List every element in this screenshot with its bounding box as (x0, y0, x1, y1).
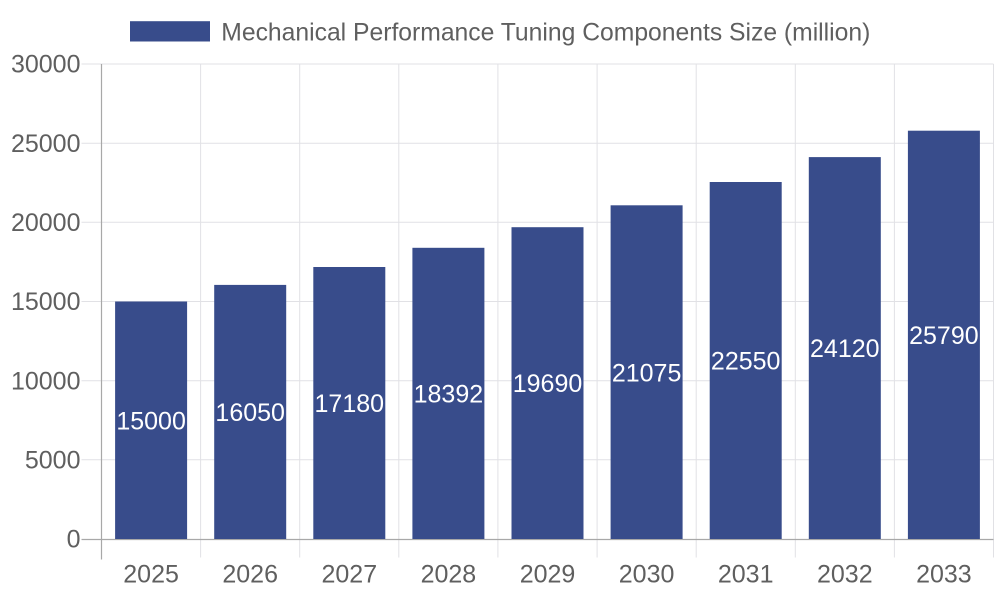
svg-text:2028: 2028 (421, 561, 477, 589)
svg-text:20000: 20000 (11, 209, 81, 237)
svg-text:2027: 2027 (321, 561, 377, 589)
svg-text:10000: 10000 (11, 367, 81, 395)
svg-text:24120: 24120 (810, 335, 880, 363)
svg-text:2032: 2032 (817, 561, 873, 589)
svg-text:16050: 16050 (215, 399, 285, 427)
svg-text:21075: 21075 (612, 359, 682, 387)
svg-text:5000: 5000 (25, 446, 81, 474)
svg-text:15000: 15000 (116, 407, 186, 435)
svg-text:2026: 2026 (222, 561, 278, 589)
svg-text:25790: 25790 (909, 322, 979, 350)
svg-text:19690: 19690 (513, 370, 583, 398)
svg-text:18392: 18392 (414, 381, 484, 409)
svg-text:2025: 2025 (123, 561, 179, 589)
svg-text:0: 0 (67, 526, 81, 554)
svg-text:17180: 17180 (315, 390, 385, 418)
svg-text:15000: 15000 (11, 288, 81, 316)
svg-text:2029: 2029 (520, 561, 576, 589)
svg-text:Mechanical Performance Tuning: Mechanical Performance Tuning Components… (221, 20, 870, 47)
svg-text:30000: 30000 (11, 51, 81, 79)
svg-text:22550: 22550 (711, 348, 781, 376)
svg-text:2030: 2030 (619, 561, 675, 589)
svg-text:25000: 25000 (11, 130, 81, 158)
svg-text:2031: 2031 (718, 561, 774, 589)
svg-text:2033: 2033 (916, 561, 972, 589)
